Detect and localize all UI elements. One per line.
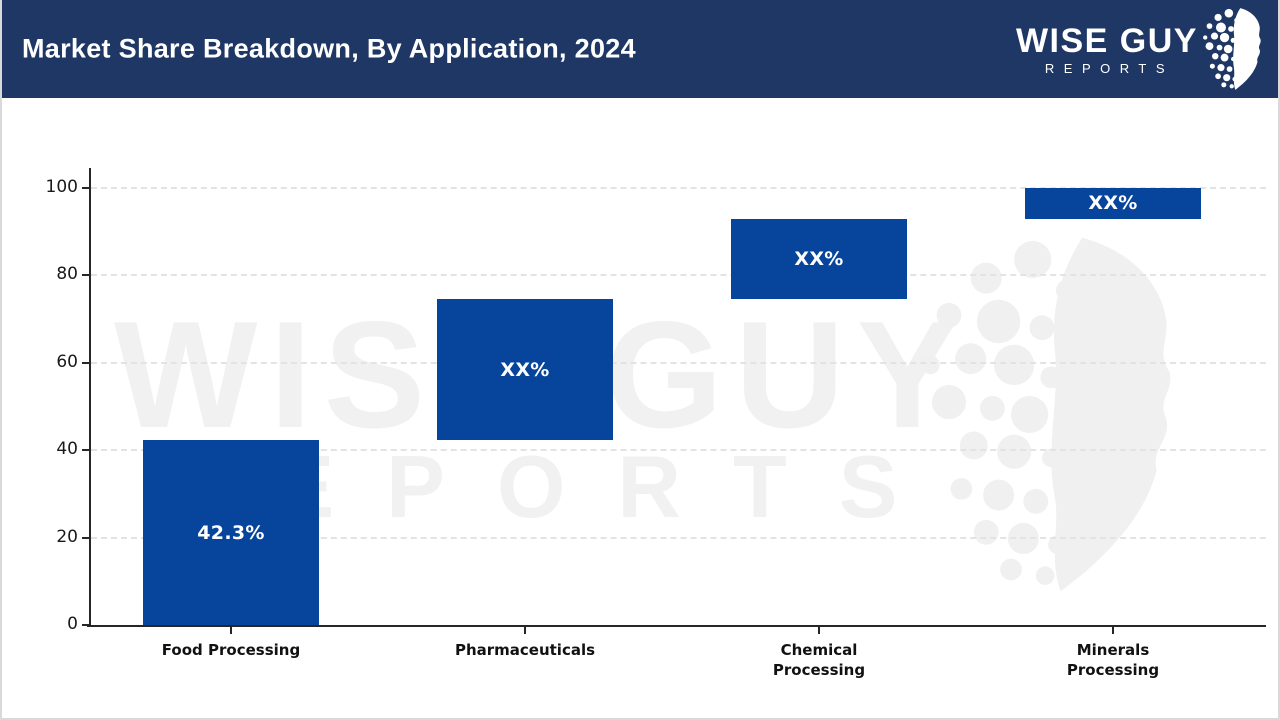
watermark-face-icon (921, 237, 1171, 592)
y-tick-40 (82, 449, 89, 452)
x-tick (1112, 627, 1114, 634)
chart-area: WISE GUY REPORTS 0 20 40 60 80 100 42.3% Food P… (2, 98, 1278, 716)
bar-value-label: XX% (500, 358, 550, 381)
bar-value-label: XX% (794, 247, 844, 270)
x-category-label-line: Pharmaceuticals (454, 641, 596, 659)
header-bar: Market Share Breakdown, By Application, … (2, 0, 1278, 98)
x-tick (230, 627, 232, 634)
y-tick-100 (82, 187, 89, 189)
page-title: Market Share Breakdown, By Application, … (22, 33, 636, 64)
y-tick-60 (82, 361, 89, 364)
x-tick (524, 627, 526, 634)
gridline-20 (91, 536, 1266, 539)
bar-segment: XX% (1025, 188, 1201, 219)
x-category-label-line: Minerals (1076, 641, 1150, 659)
bar-segment: XX% (437, 298, 613, 441)
gridline-40 (91, 449, 1266, 452)
y-tick-80 (82, 274, 89, 277)
x-category-label: Food Processing (121, 640, 341, 660)
bar-value-label: 42.3% (197, 521, 265, 544)
wise-guy-reports-logo: WISE GUY REPORTS (1016, 6, 1268, 92)
x-axis-line (87, 625, 1266, 627)
x-category-label-line: Processing (772, 661, 866, 679)
x-category-label-line: Processing (1066, 661, 1160, 679)
bar-segment: 42.3% (143, 440, 319, 625)
logo-subtitle: REPORTS (1044, 61, 1175, 76)
y-tick-label: 40 (56, 439, 78, 460)
x-category-label: Minerals Processing (1003, 640, 1223, 680)
y-tick-label: 60 (56, 351, 78, 372)
gridline-80 (91, 274, 1266, 277)
y-tick-label: 80 (56, 264, 78, 285)
gridline-100 (91, 187, 1266, 189)
logo-text: WISE GUY REPORTS (1016, 22, 1198, 76)
bar-value-label: XX% (1088, 192, 1138, 215)
x-category-label: Pharmaceuticals (415, 640, 635, 660)
x-category-label: Chemical Processing (709, 640, 929, 680)
x-tick (818, 627, 820, 634)
y-axis-line (89, 168, 91, 626)
gridline-60 (91, 361, 1266, 364)
bar-segment: XX% (731, 218, 907, 299)
x-category-label-line: Chemical (780, 641, 858, 659)
y-tick-label: 20 (56, 526, 78, 547)
y-tick-label: 100 (45, 177, 78, 197)
y-tick-0 (82, 624, 89, 626)
x-category-label-line: Food Processing (161, 641, 301, 659)
face-profile-icon (1203, 8, 1261, 90)
y-tick-20 (82, 536, 89, 539)
y-tick-label: 0 (67, 614, 78, 634)
logo-wordmark: WISE GUY (1015, 22, 1198, 60)
